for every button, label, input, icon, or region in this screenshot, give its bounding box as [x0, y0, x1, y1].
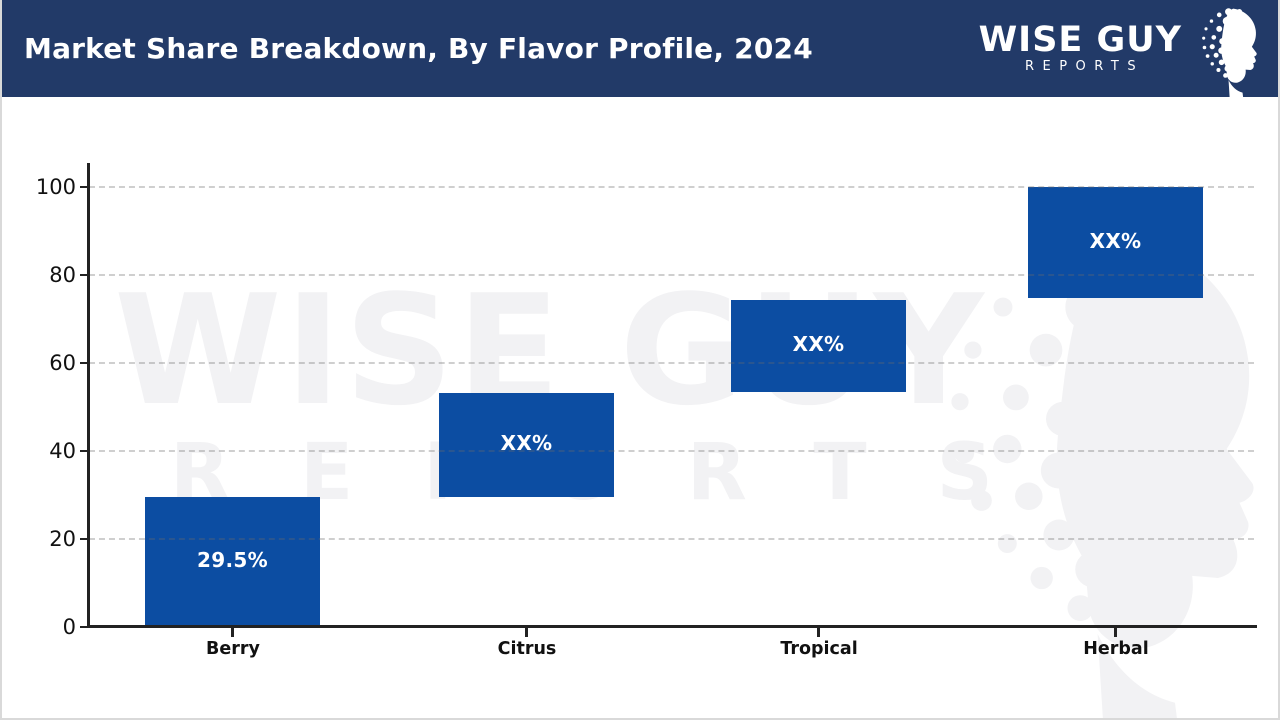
- header: Market Share Breakdown, By Flavor Profil…: [2, 0, 1278, 105]
- bar-value-label-citrus: XX%: [500, 431, 553, 456]
- y-tick-label: 80: [49, 263, 76, 287]
- gridline-40: [89, 450, 1254, 452]
- brand-head-icon: [1202, 8, 1257, 105]
- x-axis: [87, 625, 1257, 628]
- y-tick-mark: [80, 273, 89, 277]
- x-tick-mark: [231, 628, 234, 637]
- y-tick-label: 60: [49, 351, 76, 375]
- page-title: Market Share Breakdown, By Flavor Profil…: [24, 32, 813, 65]
- y-tick-label: 0: [62, 615, 76, 639]
- y-tick-label: 40: [49, 439, 76, 463]
- x-tick-mark: [1114, 628, 1117, 637]
- brand-name: WISE GUY: [978, 20, 1182, 60]
- category-label-tropical: Tropical: [780, 639, 858, 659]
- y-tick-label: 20: [49, 527, 76, 551]
- brand-wordmark: WISE GUY REPORTS: [979, 22, 1182, 76]
- bar-value-label-tropical: XX%: [792, 331, 845, 356]
- y-tick-label: 100: [35, 175, 76, 199]
- gridline-100: [89, 186, 1254, 188]
- bar-berry: [145, 497, 320, 627]
- y-tick-mark: [80, 537, 89, 541]
- category-label-berry: Berry: [206, 639, 260, 659]
- bar-value-label-herbal: XX%: [1089, 228, 1142, 253]
- y-axis: [87, 163, 90, 628]
- x-tick-mark: [525, 628, 528, 637]
- brand-logo: WISE GUY REPORTS: [979, 0, 1274, 105]
- bar-value-label-berry: 29.5%: [197, 548, 268, 573]
- gridline-80: [89, 274, 1254, 276]
- brand-subtext: REPORTS: [1024, 59, 1145, 74]
- category-label-citrus: Citrus: [497, 639, 557, 659]
- y-tick-mark: [80, 361, 89, 365]
- gridline-20: [89, 538, 1254, 540]
- y-tick-mark: [80, 449, 89, 453]
- bar-citrus: [439, 393, 614, 498]
- y-tick-mark: [80, 625, 89, 629]
- bar-tropical: [731, 300, 906, 392]
- category-label-herbal: Herbal: [1083, 639, 1149, 659]
- gridline-60: [89, 362, 1254, 364]
- x-tick-mark: [817, 628, 820, 637]
- y-tick-mark: [80, 185, 89, 189]
